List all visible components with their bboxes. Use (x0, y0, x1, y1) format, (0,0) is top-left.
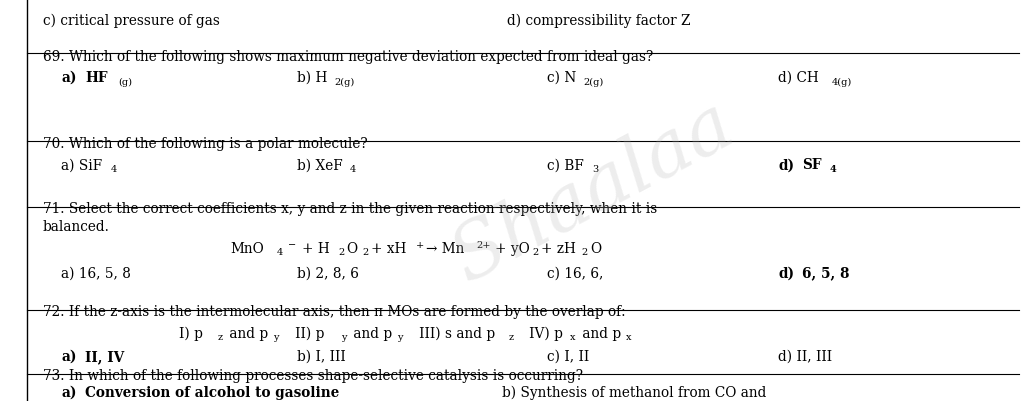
Text: SF: SF (802, 158, 821, 172)
Text: 71. Select the correct coefficients x, y and z in the given reaction respectivel: 71. Select the correct coefficients x, y… (43, 203, 657, 216)
Text: −: − (288, 241, 296, 250)
Text: 4: 4 (276, 248, 283, 257)
Text: d) II, III: d) II, III (778, 350, 833, 364)
Text: IV) p: IV) p (516, 326, 563, 340)
Text: 4: 4 (829, 165, 837, 174)
Text: + H: + H (302, 242, 330, 255)
Text: O: O (590, 242, 601, 255)
Text: a): a) (61, 350, 77, 364)
Text: x: x (570, 333, 575, 342)
Text: b) H: b) H (297, 71, 328, 85)
Text: HF: HF (85, 71, 108, 85)
Text: 6, 5, 8: 6, 5, 8 (802, 267, 849, 280)
Text: 69. Which of the following shows maximum negative deviation expected from ideal : 69. Which of the following shows maximum… (43, 50, 653, 64)
Text: c) I, II: c) I, II (547, 350, 589, 364)
Text: 2: 2 (362, 248, 369, 257)
Text: z: z (218, 333, 223, 342)
Text: c) critical pressure of gas: c) critical pressure of gas (43, 14, 220, 28)
Text: y: y (273, 333, 279, 342)
Text: x: x (626, 333, 631, 342)
Text: c) N: c) N (547, 71, 577, 85)
Text: 4(g): 4(g) (831, 77, 852, 87)
Text: 4: 4 (111, 165, 117, 174)
Text: c) BF: c) BF (547, 158, 584, 172)
Text: 2: 2 (338, 248, 344, 257)
Text: 2: 2 (582, 248, 588, 257)
Text: d): d) (778, 158, 795, 172)
Text: d): d) (778, 267, 795, 280)
Text: 72. If the z-axis is the intermolecular axis, then π MOs are formed by the overl: 72. If the z-axis is the intermolecular … (43, 305, 626, 318)
Text: balanced.: balanced. (43, 220, 110, 234)
Text: d) CH: d) CH (778, 71, 819, 85)
Text: b) Synthesis of methanol from CO and: b) Synthesis of methanol from CO and (502, 386, 766, 400)
Text: 3: 3 (592, 165, 598, 174)
Text: a): a) (61, 71, 77, 85)
Text: y: y (341, 333, 346, 342)
Text: d) compressibility factor Z: d) compressibility factor Z (507, 14, 690, 28)
Text: 70. Which of the following is a polar molecule?: 70. Which of the following is a polar mo… (43, 138, 368, 151)
Text: Conversion of alcohol to gasoline: Conversion of alcohol to gasoline (85, 386, 339, 400)
Text: Shaalaa: Shaalaa (440, 87, 748, 298)
Text: II) p: II) p (282, 326, 324, 340)
Text: III) s and p: III) s and p (406, 326, 495, 340)
Text: a): a) (61, 386, 77, 400)
Text: II, IV: II, IV (85, 350, 124, 364)
Text: I) p: I) p (179, 326, 203, 340)
Text: 73. In which of the following processes shape-selective catalysis is occurring?: 73. In which of the following processes … (43, 369, 583, 383)
Text: +: + (416, 241, 424, 250)
Text: 2: 2 (532, 248, 539, 257)
Text: a) 16, 5, 8: a) 16, 5, 8 (61, 267, 131, 280)
Text: 2(g): 2(g) (335, 77, 355, 87)
Text: and p: and p (578, 327, 621, 340)
Text: 4: 4 (350, 165, 356, 174)
Text: c) 16, 6,: c) 16, 6, (547, 267, 603, 280)
Text: and p: and p (225, 327, 268, 340)
Text: z: z (509, 333, 514, 342)
Text: y: y (397, 333, 402, 342)
Text: b) 2, 8, 6: b) 2, 8, 6 (297, 267, 358, 280)
Text: (g): (g) (118, 77, 132, 87)
Text: MnO: MnO (230, 242, 264, 255)
Text: 2+: 2+ (476, 241, 490, 250)
Text: + xH: + xH (371, 242, 407, 255)
Text: + yO: + yO (495, 242, 529, 255)
Text: + zH: + zH (541, 242, 575, 255)
Text: b) I, III: b) I, III (297, 350, 346, 364)
Text: a) SiF: a) SiF (61, 158, 102, 172)
Text: O: O (346, 242, 357, 255)
Text: and p: and p (349, 327, 392, 340)
Text: b) XeF: b) XeF (297, 158, 343, 172)
Text: → Mn: → Mn (426, 242, 464, 255)
Text: 2(g): 2(g) (584, 77, 604, 87)
